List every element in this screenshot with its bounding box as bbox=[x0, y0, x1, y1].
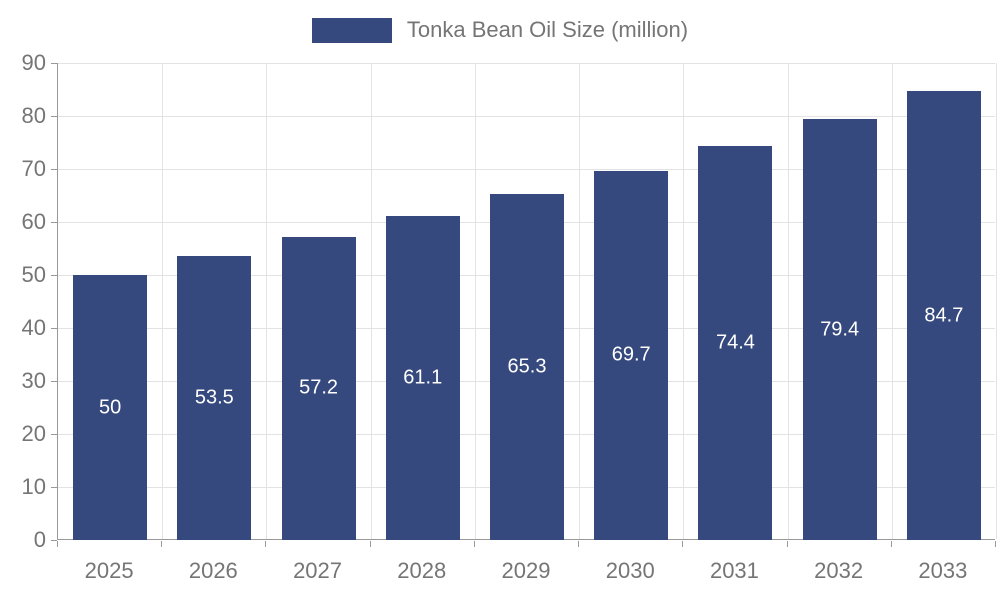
y-tick-label-60: 60 bbox=[21, 209, 46, 234]
y-axis-tick bbox=[51, 63, 57, 64]
x-tick-label-2033: 2033 bbox=[918, 558, 968, 583]
y-tick-label-30: 30 bbox=[21, 368, 46, 393]
y-axis-tick bbox=[51, 381, 57, 382]
x-gridline bbox=[370, 63, 372, 539]
y-axis-tick bbox=[51, 222, 57, 223]
x-axis-tick bbox=[578, 541, 580, 547]
x-gridline bbox=[579, 63, 581, 539]
bar-2033[interactable]: 84.7 bbox=[906, 91, 981, 540]
y-gridline bbox=[58, 116, 995, 117]
y-tick-label-10: 10 bbox=[21, 474, 46, 499]
bar-2028[interactable]: 61.1 bbox=[385, 216, 460, 540]
bar-value-label: 74.4 bbox=[715, 331, 755, 354]
x-tick-label-2027: 2027 bbox=[293, 558, 343, 583]
bar-2029[interactable]: 65.3 bbox=[490, 193, 564, 540]
x-gridline bbox=[266, 63, 268, 539]
y-tick-label-40: 40 bbox=[21, 315, 46, 340]
x-axis-tick bbox=[786, 541, 788, 547]
bar-2032[interactable]: 79.4 bbox=[802, 119, 877, 540]
x-tick-label-2030: 2030 bbox=[605, 558, 655, 583]
bar-2025[interactable]: 50 bbox=[73, 275, 148, 540]
y-tick-label-20: 20 bbox=[21, 421, 46, 446]
x-gridline bbox=[996, 63, 997, 539]
x-tick-label-2028: 2028 bbox=[397, 558, 447, 583]
x-gridline bbox=[683, 63, 685, 539]
legend[interactable]: Tonka Bean Oil Size (million) bbox=[0, 17, 1000, 43]
bar-value-label: 53.5 bbox=[194, 386, 234, 409]
x-axis-tick bbox=[161, 541, 163, 547]
bar-2031[interactable]: 74.4 bbox=[698, 145, 773, 540]
x-axis-tick bbox=[369, 541, 371, 547]
x-gridline bbox=[162, 63, 164, 539]
bar-value-label: 57.2 bbox=[299, 376, 339, 399]
y-axis-tick bbox=[51, 328, 57, 329]
x-tick-label-2025: 2025 bbox=[84, 558, 134, 583]
y-tick-label-50: 50 bbox=[21, 262, 46, 287]
plot-area: 50 53.5 57.2 61.1 65.3 69.7 74.4 79.4 84.7 bbox=[57, 63, 997, 540]
x-gridline bbox=[787, 63, 789, 539]
y-gridline bbox=[58, 169, 995, 170]
bar-value-label: 69.7 bbox=[611, 343, 651, 366]
bar-value-label: 79.4 bbox=[820, 318, 860, 341]
x-axis-tick bbox=[682, 541, 684, 547]
y-tick-label-0: 0 bbox=[33, 527, 46, 552]
x-axis-tick bbox=[265, 541, 267, 547]
x-gridline bbox=[891, 63, 893, 539]
y-axis-tick bbox=[51, 434, 57, 435]
bar-2027[interactable]: 57.2 bbox=[281, 236, 356, 540]
y-axis-tick bbox=[51, 487, 57, 488]
legend-swatch bbox=[311, 17, 392, 43]
y-axis-tick bbox=[51, 540, 57, 541]
bar-2026[interactable]: 53.5 bbox=[177, 256, 252, 540]
y-tick-label-90: 90 bbox=[21, 50, 46, 75]
y-tick-label-80: 80 bbox=[21, 103, 46, 128]
y-axis-tick bbox=[51, 169, 57, 170]
x-axis-tick bbox=[890, 541, 892, 547]
bar-value-label: 84.7 bbox=[924, 304, 964, 327]
x-axis-tick bbox=[57, 541, 58, 547]
bar-value-label: 61.1 bbox=[403, 366, 443, 389]
legend-label: Tonka Bean Oil Size (million) bbox=[406, 17, 689, 42]
y-axis-tick bbox=[51, 275, 57, 276]
bar-2030[interactable]: 69.7 bbox=[594, 170, 669, 540]
x-axis-tick bbox=[995, 541, 996, 547]
x-tick-label-2029: 2029 bbox=[501, 558, 551, 583]
x-tick-label-2032: 2032 bbox=[814, 558, 864, 583]
x-gridline bbox=[474, 63, 476, 539]
y-gridline bbox=[58, 63, 995, 64]
x-tick-label-2031: 2031 bbox=[709, 558, 759, 583]
bar-value-label: 65.3 bbox=[507, 355, 547, 378]
x-axis-tick bbox=[473, 541, 475, 547]
x-tick-label-2026: 2026 bbox=[188, 558, 238, 583]
y-tick-label-70: 70 bbox=[21, 156, 46, 181]
bar-value-label: 50 bbox=[98, 396, 122, 418]
y-axis-tick bbox=[51, 116, 57, 117]
